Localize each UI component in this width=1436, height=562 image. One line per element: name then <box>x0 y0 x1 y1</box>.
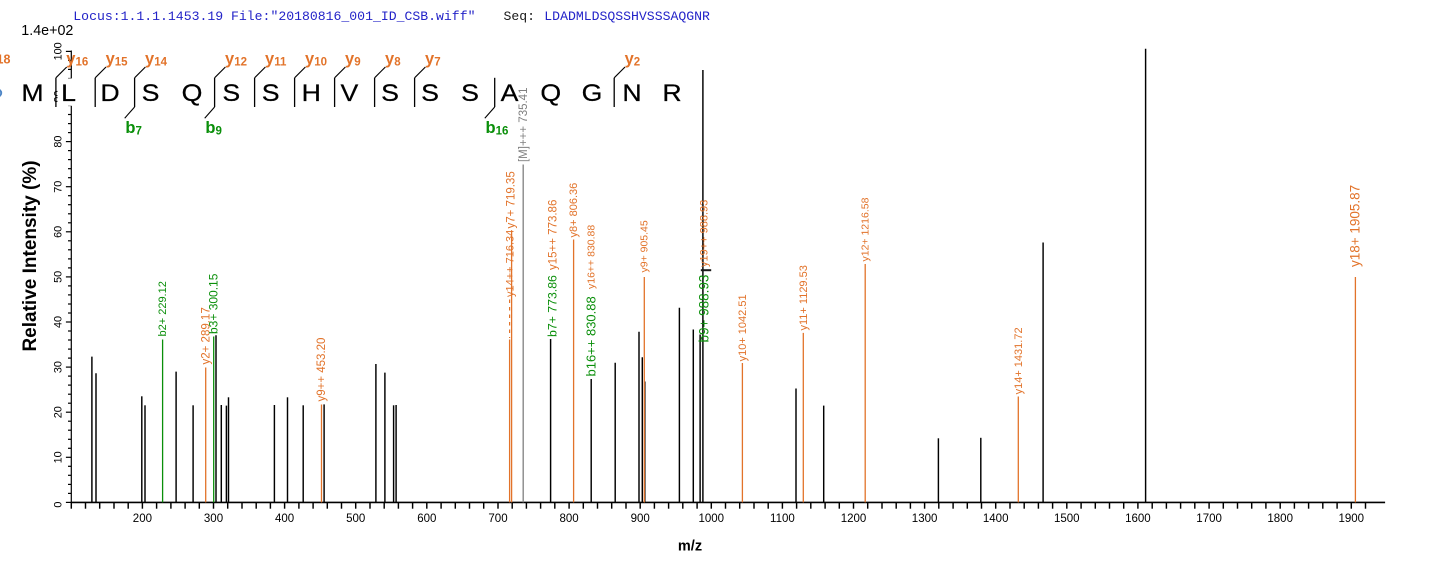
svg-text:1400: 1400 <box>983 513 1009 525</box>
svg-text:LDADMLDSQSSHVSSSAQGNR: LDADMLDSQSSHVSSSAQGNR <box>544 9 710 24</box>
svg-text:20: 20 <box>52 406 64 418</box>
svg-text:b3+ 300.15: b3+ 300.15 <box>207 273 221 334</box>
svg-text:80: 80 <box>52 136 64 148</box>
svg-text:0: 0 <box>52 502 64 508</box>
svg-text:500: 500 <box>346 513 365 525</box>
svg-text:G: G <box>582 80 603 107</box>
svg-text:y7+ 719.35: y7+ 719.35 <box>505 171 517 228</box>
svg-text:y15++ 773.86: y15++ 773.86 <box>548 200 560 270</box>
svg-text:50: 50 <box>52 271 64 283</box>
svg-text:40: 40 <box>52 316 64 328</box>
svg-text:A: A <box>501 80 520 107</box>
svg-text:800: 800 <box>560 513 579 525</box>
svg-text:1700: 1700 <box>1196 513 1222 525</box>
svg-text:300: 300 <box>204 513 223 525</box>
svg-text:1100: 1100 <box>770 513 795 525</box>
svg-text:1600: 1600 <box>1125 513 1151 525</box>
svg-text:m/z: m/z <box>678 539 702 555</box>
svg-text:Relative Intensity (%): Relative Intensity (%) <box>20 160 41 351</box>
svg-text:18: 18 <box>0 53 10 67</box>
svg-text:700: 700 <box>488 513 507 525</box>
svg-text:R: R <box>662 80 681 107</box>
svg-text:y9+ 905.45: y9+ 905.45 <box>639 220 651 272</box>
svg-text:S: S <box>421 80 439 107</box>
svg-text:S: S <box>461 80 479 107</box>
svg-text:70: 70 <box>52 181 64 193</box>
svg-text:S: S <box>262 80 280 107</box>
svg-text:b9+ 988.93: b9+ 988.93 <box>697 275 712 343</box>
svg-text:y10+ 1042.51: y10+ 1042.51 <box>737 294 749 361</box>
svg-text:y16++ 830.88: y16++ 830.88 <box>586 225 598 289</box>
svg-text:S: S <box>381 80 399 107</box>
svg-text:y14++ 716.34: y14++ 716.34 <box>505 230 517 297</box>
svg-text:b7+ 773.86: b7+ 773.86 <box>546 275 560 337</box>
svg-text:[M]+++ 735.41: [M]+++ 735.41 <box>518 88 530 163</box>
svg-text:Seq:: Seq: <box>504 9 536 24</box>
svg-text:y8+ 806.36: y8+ 806.36 <box>568 183 580 238</box>
svg-text:y12+ 1216.58: y12+ 1216.58 <box>860 197 872 261</box>
svg-text:y2+ 289.17: y2+ 289.17 <box>200 307 212 364</box>
svg-text:b16++ 830.88: b16++ 830.88 <box>583 296 598 376</box>
svg-text:y9++ 453.20: y9++ 453.20 <box>316 338 328 402</box>
svg-text:30: 30 <box>52 361 64 373</box>
svg-text:V: V <box>340 80 358 107</box>
svg-text:Q: Q <box>182 80 203 107</box>
svg-text:H: H <box>302 80 321 107</box>
svg-text:y18+ 1905.87: y18+ 1905.87 <box>1348 185 1363 267</box>
svg-text:S: S <box>222 80 240 107</box>
svg-text:1900: 1900 <box>1339 513 1365 525</box>
svg-text:y11+ 1129.53: y11+ 1129.53 <box>798 265 810 330</box>
svg-text:L: L <box>61 80 76 107</box>
svg-text:y19++ 988.93: y19++ 988.93 <box>699 200 711 267</box>
svg-text:600: 600 <box>417 513 436 525</box>
svg-text:1200: 1200 <box>841 513 867 525</box>
svg-text:M: M <box>21 80 43 107</box>
svg-text:S: S <box>142 80 160 107</box>
svg-text:D: D <box>100 80 119 107</box>
svg-text:Locus:1.1.1.1453.19 File:"2018: Locus:1.1.1.1453.19 File:"20180816_001_I… <box>73 9 475 24</box>
svg-text:200: 200 <box>133 513 152 525</box>
svg-text:N: N <box>622 80 641 107</box>
svg-text:y14+ 1431.72: y14+ 1431.72 <box>1013 327 1025 394</box>
svg-text:1000: 1000 <box>699 513 725 525</box>
svg-text:900: 900 <box>631 513 650 525</box>
svg-text:1800: 1800 <box>1267 513 1293 525</box>
svg-text:Q: Q <box>540 80 561 107</box>
svg-text:10: 10 <box>52 451 64 463</box>
svg-text:60: 60 <box>52 226 64 238</box>
svg-text:100: 100 <box>52 42 64 60</box>
svg-text:400: 400 <box>275 513 294 525</box>
svg-text:1500: 1500 <box>1054 513 1080 525</box>
svg-text:1.4e+02: 1.4e+02 <box>21 23 73 39</box>
svg-text:b2+ 229.12: b2+ 229.12 <box>157 281 169 336</box>
svg-text:1300: 1300 <box>912 513 938 525</box>
